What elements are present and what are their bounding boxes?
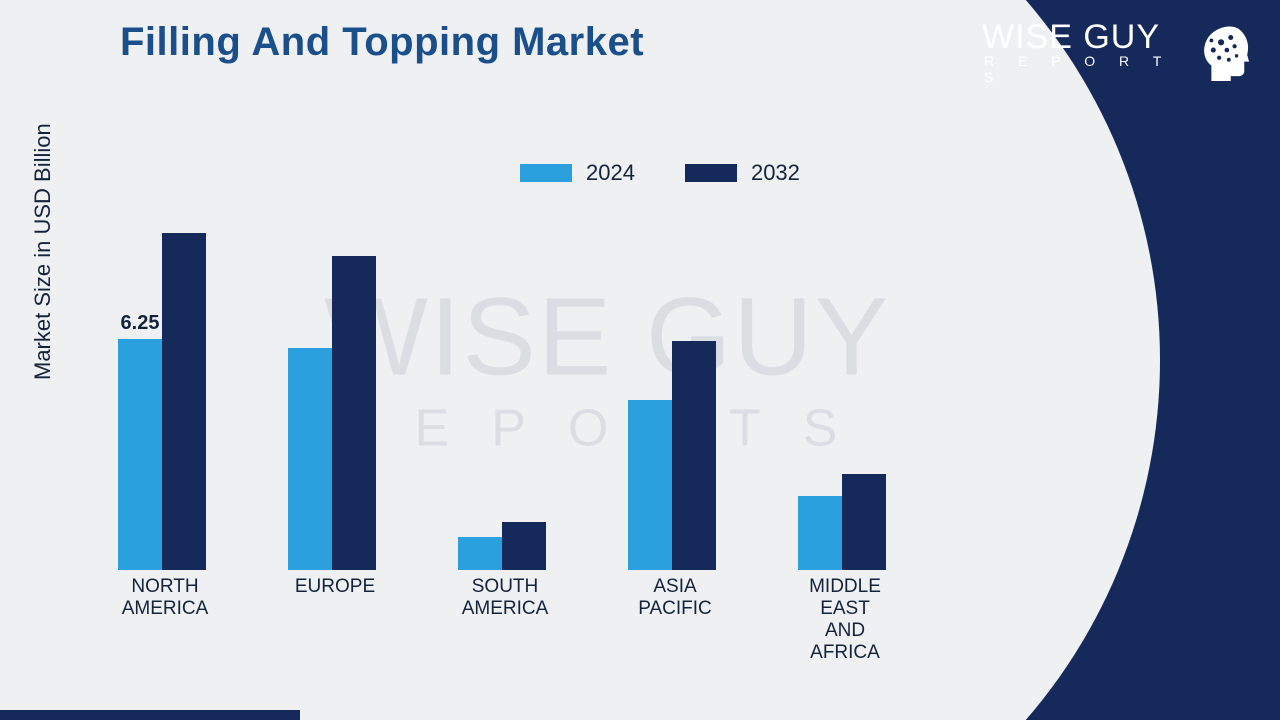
bar-2024 <box>798 496 842 570</box>
chart-legend: 2024 2032 <box>520 160 800 186</box>
legend-item-2024: 2024 <box>520 160 635 186</box>
chart-canvas: WISE GUY REPORTS Filling And Topping Mar… <box>0 0 1280 720</box>
brand-main-text: WISE GUY <box>982 18 1184 57</box>
bar-2024 <box>288 348 332 570</box>
bar-2024 <box>458 537 502 570</box>
bar-2024: 6.25 <box>118 339 162 570</box>
legend-item-2032: 2032 <box>685 160 800 186</box>
bar-2032 <box>672 341 716 570</box>
legend-swatch-2032 <box>685 164 737 182</box>
bar-2032 <box>332 256 376 571</box>
category-label: SOUTHAMERICA <box>430 570 580 620</box>
bar-2032 <box>842 474 886 570</box>
bar-2024 <box>628 400 672 570</box>
category-label: MIDDLEEASTANDAFRICA <box>770 570 920 663</box>
legend-label-2024: 2024 <box>586 160 635 186</box>
legend-swatch-2024 <box>520 164 572 182</box>
category-label: ASIAPACIFIC <box>600 570 750 620</box>
bar-value-label: 6.25 <box>110 312 170 339</box>
y-axis-label: Market Size in USD Billion <box>30 123 56 380</box>
head-profile-icon <box>1194 23 1252 81</box>
bar-chart: 6.25NORTHAMERICAEUROPESOUTHAMERICAASIAPA… <box>100 200 970 570</box>
brand-sub-text: R E P O R T S <box>984 53 1184 85</box>
page-title: Filling And Topping Market <box>120 20 644 65</box>
bar-2032 <box>502 522 546 570</box>
bar-2032 <box>162 233 206 570</box>
legend-label-2032: 2032 <box>751 160 800 186</box>
category-label: EUROPE <box>260 570 410 598</box>
category-label: NORTHAMERICA <box>90 570 240 620</box>
footer-accent <box>0 710 300 720</box>
brand-logo: WISE GUY R E P O R T S <box>982 18 1252 85</box>
